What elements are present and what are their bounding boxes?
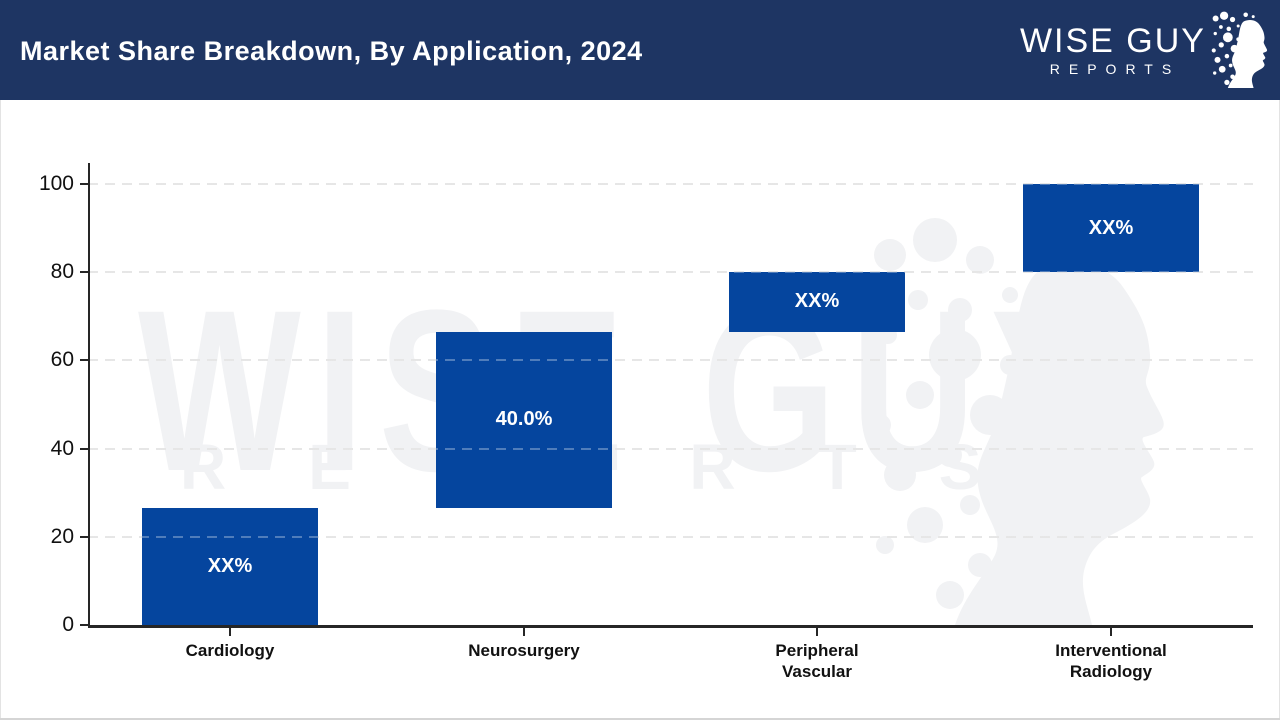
gridline-overlay [88, 183, 1253, 185]
x-axis-tick [1110, 627, 1112, 636]
gridline [88, 271, 1253, 274]
bar-value-label: 40.0% [495, 408, 553, 431]
bar-segment: XX% [142, 508, 318, 625]
x-axis-category-label: Interventional Radiology [1055, 641, 1167, 681]
gridline [88, 447, 1253, 450]
bar-segment: XX% [729, 272, 905, 332]
y-axis-tick [80, 447, 88, 450]
x-axis-tick [523, 627, 525, 636]
y-axis-tick [80, 359, 88, 362]
header-bar: Market Share Breakdown, By Application, … [0, 0, 1280, 100]
bar-segment: XX% [1023, 184, 1199, 273]
x-axis-category-label: Peripheral Vascular [775, 641, 859, 681]
brand-subtitle: REPORTS [1049, 61, 1181, 77]
brand-face-dots-icon [1211, 11, 1268, 89]
y-axis-tick [80, 183, 88, 185]
y-axis-tick [80, 535, 88, 538]
y-axis-tick-label: 60 [50, 348, 74, 372]
bar-value-label: XX% [1088, 216, 1134, 239]
y-axis-tick [80, 624, 88, 626]
gridline [88, 535, 1253, 538]
page-title: Market Share Breakdown, By Application, … [20, 36, 643, 66]
brand-logo-text: WISE GUY REPORTS [1020, 23, 1206, 77]
y-axis-tick-label: 40 [50, 436, 74, 460]
gridline-overlay [88, 359, 1253, 362]
y-axis-tick-label: 80 [50, 260, 74, 284]
y-axis-tick [80, 271, 88, 274]
x-axis-tick [229, 627, 231, 636]
bar-value-label: XX% [207, 555, 253, 578]
watermark-text-wiseguy: WISE GUY [138, 262, 1121, 519]
x-axis-category-label: Neurosurgery [468, 641, 580, 660]
brand-name: WISE GUY [1019, 22, 1206, 60]
y-axis-line [88, 163, 90, 627]
y-axis-tick-label: 100 [38, 172, 74, 195]
bar-segment: 40.0% [436, 331, 612, 509]
x-axis-category-label: Cardiology [185, 641, 275, 660]
y-axis-tick-label: 0 [62, 613, 74, 636]
brand-logo: WISE GUY REPORTS [1020, 6, 1272, 94]
gridline-overlay [88, 535, 1253, 538]
gridline-overlay [88, 271, 1253, 274]
x-axis-tick [816, 627, 818, 636]
gridline [88, 359, 1253, 362]
x-axis-line [88, 625, 1253, 628]
gridline-overlay [88, 447, 1253, 450]
gridline [88, 183, 1253, 185]
bar-value-label: XX% [794, 290, 840, 313]
y-axis-tick-label: 20 [50, 524, 74, 548]
watermark-face-dots-icon [869, 218, 1164, 625]
